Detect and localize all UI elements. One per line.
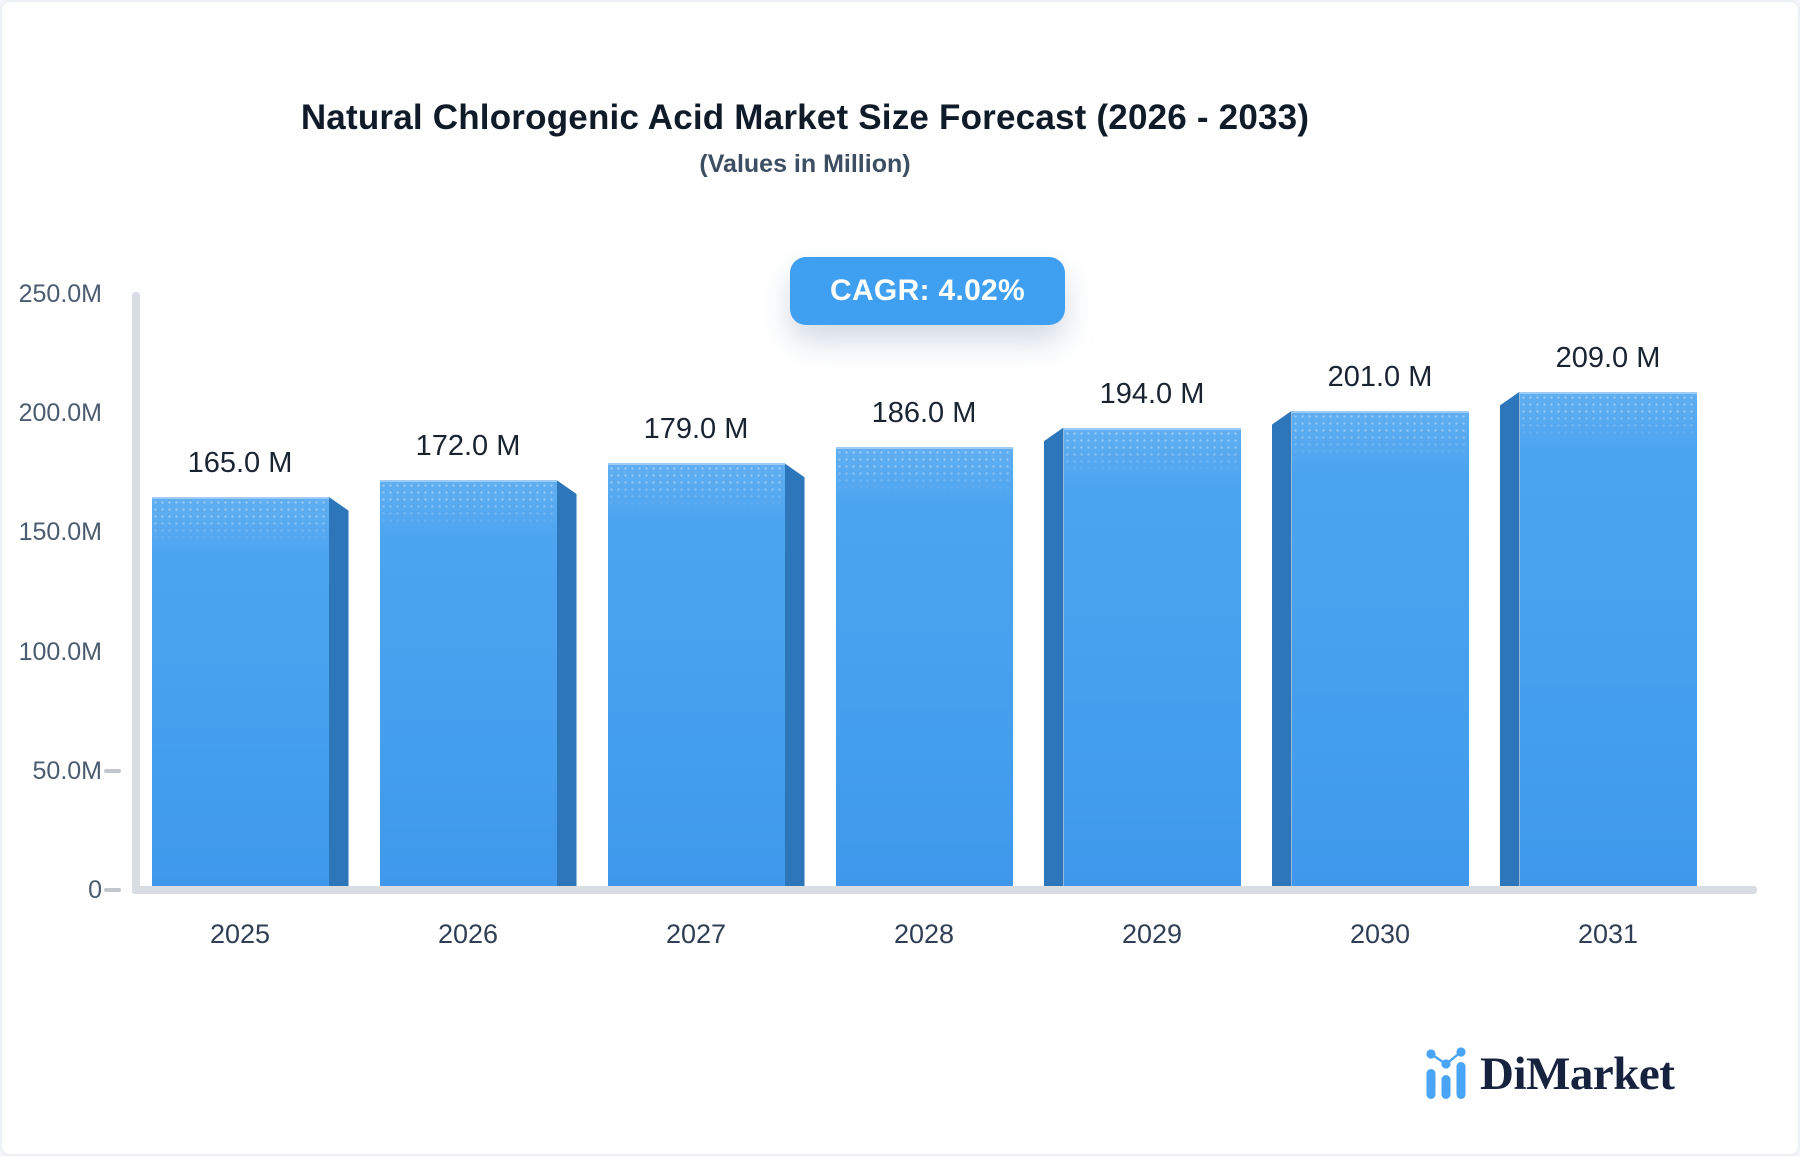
bar-3d-side xyxy=(556,479,577,890)
y-axis-tick xyxy=(104,768,121,773)
bar-value-label: 201.0 M xyxy=(1327,360,1433,393)
bar-value-label: 172.0 M xyxy=(415,429,521,462)
bar-value-label: 165.0 M xyxy=(187,446,293,479)
bar-value-label: 209.0 M xyxy=(1555,341,1661,374)
y-axis-label: 0 xyxy=(88,876,102,904)
x-axis-label-2031: 2031 xyxy=(1577,919,1639,949)
bar-value-label: 179.0 M xyxy=(643,413,749,446)
x-axis-baseline xyxy=(132,886,1757,894)
y-axis-tick xyxy=(104,888,121,892)
page-title: Natural Chlorogenic Acid Market Size For… xyxy=(300,98,1310,137)
x-axis-label-2030: 2030 xyxy=(1349,919,1411,949)
bar-2026[interactable] xyxy=(379,479,557,890)
x-axis-label-2025: 2025 xyxy=(209,919,271,949)
bar-3d-side xyxy=(1271,410,1292,890)
y-axis-label: 250.0M xyxy=(18,280,102,308)
mini-bar-chart-icon xyxy=(1426,1047,1466,1099)
y-axis-line xyxy=(132,292,140,894)
bar-2025[interactable] xyxy=(151,496,329,890)
bar-2031[interactable] xyxy=(1519,391,1697,890)
bar-2027[interactable] xyxy=(607,463,785,890)
x-axis-label-2029: 2029 xyxy=(1121,919,1183,949)
x-axis-label-2026: 2026 xyxy=(437,919,499,949)
x-axis-label-2028: 2028 xyxy=(893,919,955,949)
logo-text: DiMarket xyxy=(1480,1048,1675,1100)
y-axis-label: 200.0M xyxy=(18,399,102,428)
y-axis-label: 100.0M xyxy=(18,637,102,666)
y-axis-label: 150.0M xyxy=(18,518,102,547)
cagr-badge-label: CAGR: 4.02% xyxy=(830,274,1026,307)
x-axis-label-2027: 2027 xyxy=(665,919,727,949)
bar-value-label: 186.0 M xyxy=(871,396,977,429)
y-axis-label: 50.0M xyxy=(32,756,102,785)
bar-2028[interactable] xyxy=(835,446,1013,890)
bar-3d-side xyxy=(784,463,805,890)
bar-value-label: 194.0 M xyxy=(1099,377,1205,410)
bar-2030[interactable] xyxy=(1291,410,1469,890)
page-subtitle: (Values in Million) xyxy=(699,150,911,178)
cagr-badge: CAGR: 4.02% xyxy=(790,257,1066,325)
bar-2029[interactable] xyxy=(1063,427,1241,890)
dimarket-logo[interactable]: DiMarket xyxy=(1426,1046,1675,1100)
bar-3d-side xyxy=(328,496,349,890)
bar-3d-side xyxy=(1499,391,1520,890)
bar-3d-side xyxy=(1043,427,1064,890)
